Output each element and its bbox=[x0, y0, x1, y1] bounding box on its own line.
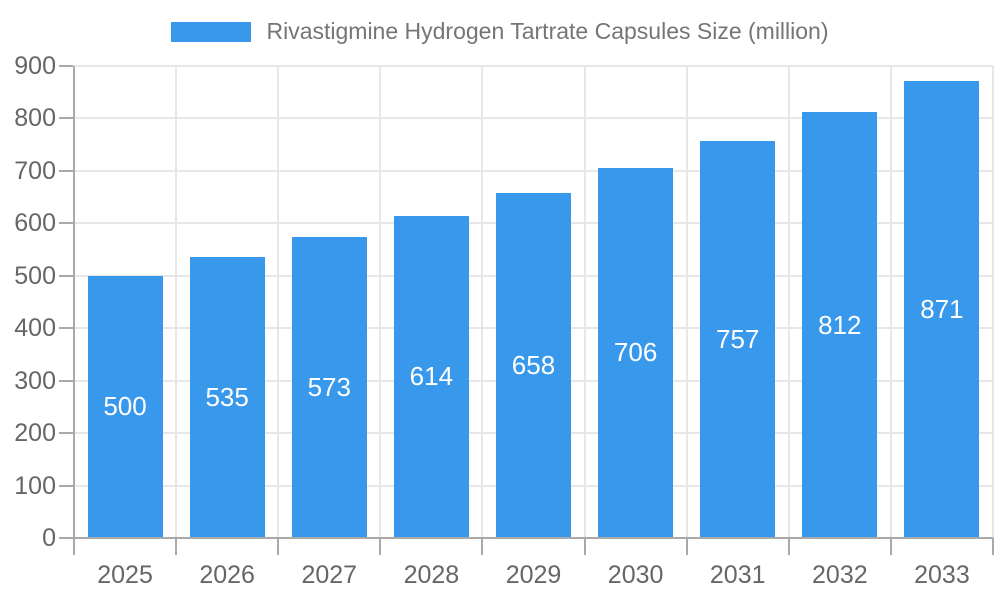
x-axis-tick bbox=[175, 538, 178, 555]
gridline-vertical bbox=[787, 66, 790, 538]
bar-value-label: 535 bbox=[205, 382, 249, 413]
bar-value-label: 871 bbox=[920, 294, 964, 325]
y-tick-label: 700 bbox=[14, 156, 56, 185]
x-tick-label: 2029 bbox=[505, 561, 562, 589]
y-tick-label: 400 bbox=[14, 314, 56, 343]
gridline-vertical bbox=[583, 66, 586, 538]
y-axis-line bbox=[73, 66, 75, 538]
x-axis-tick bbox=[481, 538, 484, 555]
bar-value-label: 658 bbox=[511, 349, 556, 380]
legend[interactable]: Rivastigmine Hydrogen Tartrate Capsules … bbox=[0, 18, 1000, 45]
x-axis-tick bbox=[787, 538, 790, 555]
y-axis-tick bbox=[59, 537, 73, 539]
legend-label: Rivastigmine Hydrogen Tartrate Capsules … bbox=[266, 18, 829, 44]
bar-value-label: 614 bbox=[409, 361, 454, 392]
gridline-horizontal bbox=[74, 169, 993, 172]
bar-value-label: 757 bbox=[716, 323, 760, 354]
x-axis-tick bbox=[992, 538, 994, 555]
x-tick-label: 2028 bbox=[403, 561, 460, 589]
y-axis-tick bbox=[59, 432, 73, 435]
y-tick-label: 800 bbox=[14, 104, 56, 133]
x-tick-label: 2026 bbox=[199, 561, 255, 589]
x-tick-label: 2031 bbox=[709, 561, 766, 589]
x-axis-tick bbox=[889, 538, 892, 555]
bar-2031[interactable]: 757 bbox=[700, 140, 776, 538]
y-tick-label: 600 bbox=[14, 209, 56, 238]
x-axis-tick bbox=[685, 538, 688, 555]
y-axis-tick bbox=[59, 222, 73, 225]
y-tick-label: 0 bbox=[42, 524, 56, 552]
gridline-horizontal bbox=[74, 65, 993, 67]
y-tick-label: 900 bbox=[14, 52, 56, 80]
y-tick-label: 100 bbox=[14, 471, 56, 500]
bar-2033[interactable]: 871 bbox=[904, 81, 980, 538]
y-tick-label: 200 bbox=[14, 419, 56, 448]
bar-2028[interactable]: 614 bbox=[393, 215, 469, 538]
x-tick-label: 2033 bbox=[914, 561, 970, 589]
gridline-vertical bbox=[175, 66, 178, 538]
y-axis-tick bbox=[59, 169, 73, 172]
bar-value-label: 500 bbox=[103, 391, 147, 422]
gridline-horizontal bbox=[74, 117, 993, 120]
y-axis-tick bbox=[59, 484, 73, 487]
x-tick-label: 2032 bbox=[812, 561, 868, 589]
x-axis-tick bbox=[379, 538, 382, 555]
y-tick-label: 300 bbox=[14, 366, 56, 395]
bar-2025[interactable]: 500 bbox=[87, 275, 163, 538]
gridline-vertical bbox=[481, 66, 484, 538]
gridline-vertical bbox=[379, 66, 382, 538]
x-tick-label: 2025 bbox=[97, 561, 153, 589]
bar-2027[interactable]: 573 bbox=[291, 237, 367, 538]
gridline-vertical bbox=[685, 66, 688, 538]
bar-2030[interactable]: 706 bbox=[598, 167, 674, 538]
gridline-vertical bbox=[277, 66, 280, 538]
y-tick-label: 500 bbox=[14, 261, 56, 290]
x-tick-label: 2030 bbox=[607, 561, 664, 589]
bar-value-label: 706 bbox=[613, 337, 658, 368]
bar-2029[interactable]: 658 bbox=[496, 192, 571, 538]
y-axis-tick bbox=[59, 117, 73, 120]
gridline-vertical bbox=[992, 66, 994, 538]
x-axis-tick bbox=[73, 538, 75, 555]
bar-2032[interactable]: 812 bbox=[802, 112, 878, 538]
x-axis-tick bbox=[277, 538, 280, 555]
bar-2026[interactable]: 535 bbox=[189, 257, 265, 538]
gridline-vertical bbox=[889, 66, 892, 538]
legend-swatch bbox=[171, 21, 252, 42]
y-axis-tick bbox=[59, 274, 73, 277]
y-axis-tick bbox=[59, 327, 73, 330]
plot-area: 500 535 573 614 658 706 757 812 871 0 100 200 300 400… bbox=[14, 52, 994, 589]
y-axis-tick bbox=[59, 379, 73, 382]
x-tick-label: 2027 bbox=[301, 561, 358, 589]
bar-value-label: 573 bbox=[307, 372, 351, 403]
x-axis-tick bbox=[583, 538, 586, 555]
x-axis-line bbox=[74, 537, 993, 539]
bar-value-label: 812 bbox=[818, 309, 862, 340]
y-axis-tick bbox=[59, 65, 73, 67]
